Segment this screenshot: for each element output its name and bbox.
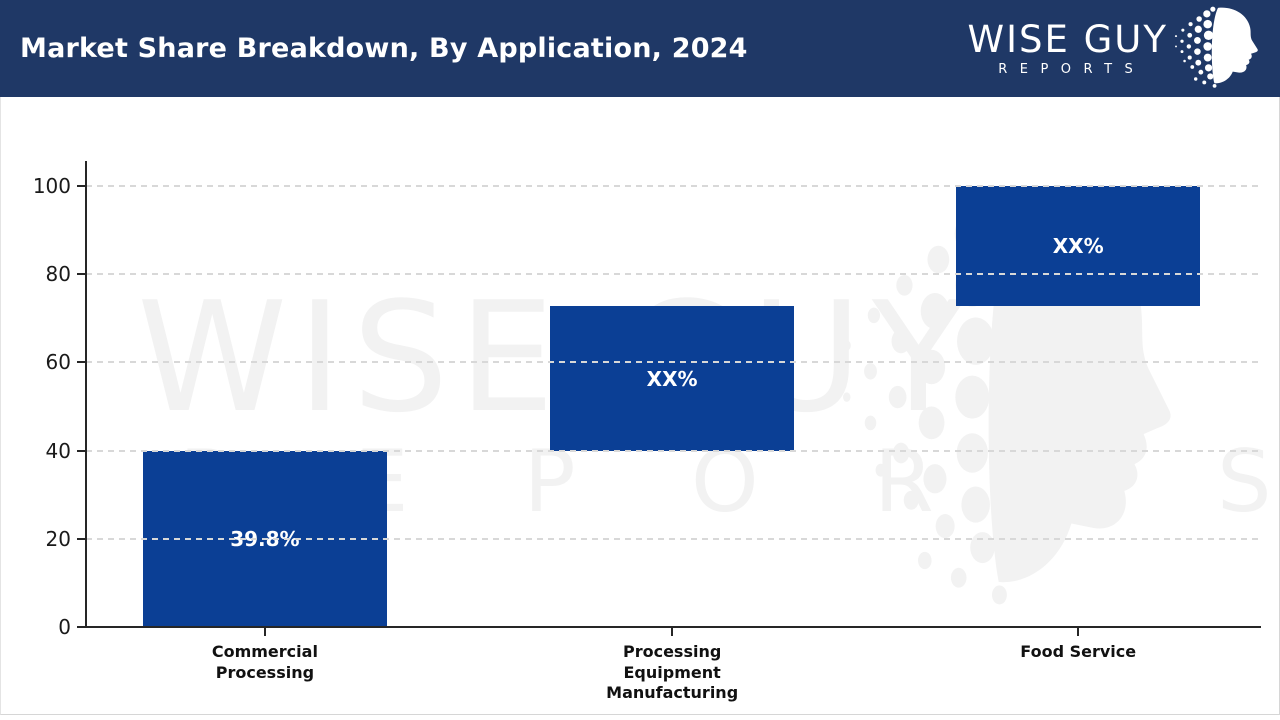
y-tick-label-40: 40 xyxy=(45,438,71,463)
plot-area: 0 20 40 60 80 100 39.8% XX% XX% xyxy=(33,174,1263,639)
dotted-face-logo-icon xyxy=(1174,6,1258,88)
y-tick-label-100: 100 xyxy=(32,174,71,198)
y-axis-line xyxy=(85,161,87,628)
gridline-80 xyxy=(86,273,1263,276)
x-category-label: Commercial Processing xyxy=(211,642,318,682)
y-tick-mark-60 xyxy=(77,361,86,364)
wise-guy-reports-logo: WISE GUY REPORTS xyxy=(968,6,1266,92)
y-tick-mark-40 xyxy=(77,449,86,452)
bar-segment: XX% xyxy=(956,186,1201,307)
chart-section: WISE GUY R E P O R T S 0 20 40 60 80 100 39.8%… xyxy=(0,97,1280,715)
gridline-60 xyxy=(86,361,1263,364)
x-axis-line xyxy=(85,626,1261,628)
y-tick-label-80: 80 xyxy=(45,262,71,287)
bar-value-label: XX% xyxy=(1052,234,1104,259)
x-category-label: Processing Equipment Manufacturing xyxy=(606,642,739,702)
x-category-label: Food Service xyxy=(1020,642,1137,661)
gridline-100 xyxy=(86,185,1263,187)
y-tick-mark-0 xyxy=(77,626,86,628)
header: Market Share Breakdown, By Application, … xyxy=(0,0,1280,97)
y-tick-mark-80 xyxy=(77,273,86,276)
logo-subtitle: REPORTS xyxy=(998,61,1146,77)
x-tick-mark xyxy=(263,628,266,636)
y-tick-mark-20 xyxy=(77,537,86,540)
y-tick-label-20: 20 xyxy=(45,526,71,551)
gridline-40 xyxy=(86,449,1263,452)
bar-value-label: XX% xyxy=(646,366,698,391)
gridline-20 xyxy=(86,537,1263,540)
y-tick-label-60: 60 xyxy=(45,350,71,375)
bar-segment: XX% xyxy=(550,306,794,452)
logo-text: WISE GUY REPORTS xyxy=(968,21,1168,77)
logo-wordmark: WISE GUY xyxy=(967,17,1168,61)
x-tick-mark xyxy=(1077,628,1080,636)
x-tick-mark xyxy=(671,628,674,636)
page-title: Market Share Breakdown, By Application, … xyxy=(20,33,748,64)
y-tick-mark-100 xyxy=(77,185,86,187)
y-tick-label-0: 0 xyxy=(58,615,71,639)
